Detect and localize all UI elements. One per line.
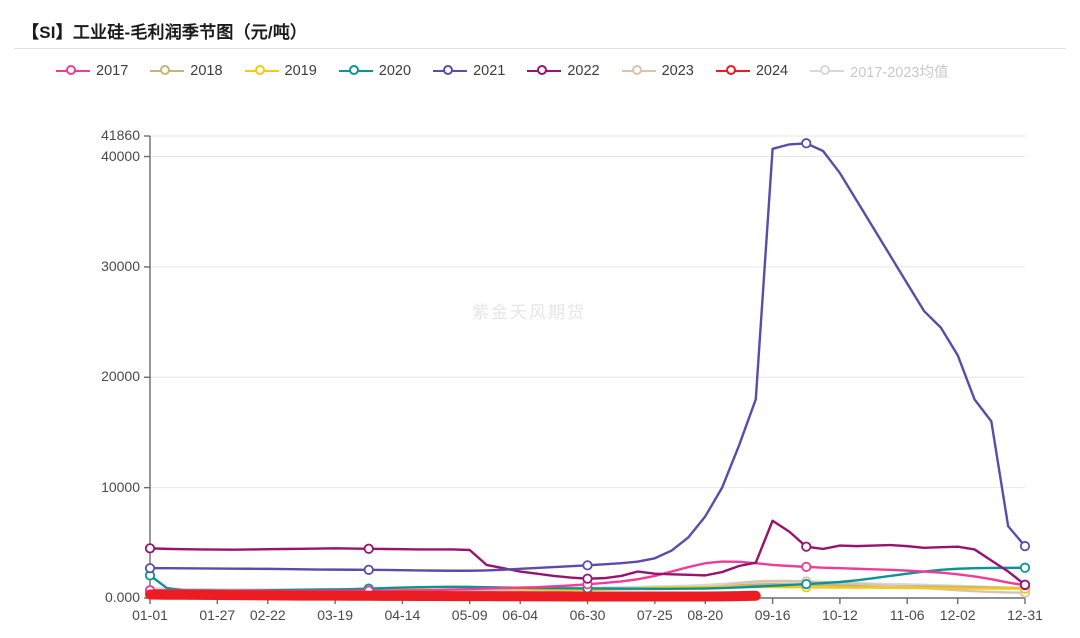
series-line-2018: [148, 583, 1027, 594]
y-axis-label: 41860: [101, 127, 140, 143]
series-line-2019: [148, 585, 1027, 595]
x-axis-label: 11-06: [889, 607, 925, 623]
x-axis-label: 02-22: [249, 607, 286, 623]
legend-item-2018[interactable]: 2018: [150, 63, 223, 79]
x-axis-label: 10-12: [821, 607, 858, 623]
chart-legend: 2017 2018 2019 2020 2021 2022 2023 2024 2017-202…: [56, 58, 948, 84]
title-divider: [14, 48, 1066, 49]
series-marker-2021: [363, 564, 374, 575]
legend-marker-icon: [244, 64, 279, 78]
series-marker-2017: [144, 585, 156, 596]
series-marker-2020: [144, 570, 156, 581]
x-axis-label: 07-25: [636, 607, 673, 623]
legend-item-2024[interactable]: 2024: [715, 63, 789, 79]
series-marker-2020: [801, 578, 812, 590]
legend-item-2022[interactable]: 2022: [527, 63, 600, 79]
series-marker-2022: [144, 543, 156, 554]
x-axis-label: 04-14: [384, 607, 421, 623]
series-line-2022: [148, 519, 1027, 586]
series-marker-2023: [363, 587, 374, 599]
series-line-2017: [148, 560, 1027, 593]
series-marker-2022: [363, 543, 374, 554]
series-marker-2018: [1019, 582, 1031, 594]
series-marker-2019: [582, 584, 593, 595]
legend-item-2017-2023均值[interactable]: 2017-2023均值: [810, 61, 948, 82]
y-axis-label: 30000: [101, 257, 140, 274]
series-marker-2018: [582, 584, 593, 596]
series-marker-2017: [582, 579, 593, 590]
series-marker-2023: [144, 587, 156, 598]
legend-item-2021[interactable]: 2021: [433, 63, 505, 79]
legend-item-2019[interactable]: 2019: [244, 63, 317, 79]
legend-label: 2017: [96, 63, 129, 79]
legend-marker-icon: [810, 64, 845, 78]
y-axis-label: 0.000: [104, 589, 140, 605]
series-marker-2020: [1019, 562, 1031, 573]
legend-marker-icon: [527, 64, 562, 78]
series-marker-2022: [582, 573, 593, 584]
series-marker-2022: [1019, 579, 1031, 590]
series-marker-2023: [1019, 587, 1031, 598]
series-line-2021: [148, 142, 1027, 572]
series-marker-2019: [363, 586, 374, 597]
series-marker-2020: [582, 583, 593, 594]
x-axis-label: 01-01: [132, 607, 168, 623]
series-marker-2020: [363, 583, 374, 594]
series-marker-2018: [801, 579, 812, 590]
series-marker-2023: [801, 576, 812, 587]
series-marker-2019: [801, 582, 812, 593]
legend-label: 2020: [378, 63, 412, 79]
legend-marker-icon: [715, 64, 750, 78]
series-marker-2022: [801, 541, 812, 552]
legend-label: 2023: [661, 63, 694, 79]
legend-label: 2022: [567, 63, 600, 79]
x-axis-label: 08-20: [687, 607, 724, 623]
x-axis-label: 06-04: [502, 607, 539, 623]
legend-label: 2021: [473, 63, 506, 79]
series-marker-2018: [144, 586, 156, 597]
series-marker-2019: [144, 587, 156, 599]
series-line-2020: [148, 566, 1027, 592]
series-line-2024: [145, 589, 761, 602]
x-axis-label: 01-27: [199, 607, 236, 623]
series-marker-2017: [1019, 580, 1031, 591]
x-axis-label: 05-09: [451, 607, 488, 623]
series-line-2023: [148, 579, 1027, 595]
legend-label: 2024: [755, 63, 789, 79]
x-axis-label: 12-31: [1007, 607, 1043, 623]
legend-marker-icon: [150, 64, 185, 78]
series-marker-2023: [582, 584, 593, 595]
series-line-2017-2023均值: [148, 580, 1027, 591]
x-axis-label: 12-02: [939, 607, 976, 623]
x-axis-label: 03-19: [317, 607, 353, 623]
legend-marker-icon: [338, 64, 373, 78]
legend-item-2020[interactable]: 2020: [338, 63, 412, 79]
x-axis-label: 06-30: [569, 607, 606, 623]
legend-marker-icon: [56, 64, 90, 78]
legend-label: 2019: [284, 63, 317, 79]
legend-label: 2017-2023均值: [850, 64, 949, 81]
series-marker-2021: [582, 560, 593, 571]
legend-label: 2018: [190, 63, 223, 79]
series-marker-2021: [801, 138, 812, 149]
y-axis-label: 40000: [101, 147, 140, 164]
page-title: 【SI】工业硅-毛利润季节图（元/吨）: [22, 23, 308, 42]
series-marker-2018: [363, 587, 374, 598]
watermark: 紫金天风期货: [472, 303, 586, 322]
series-marker-2021: [144, 563, 156, 574]
series-marker-2019: [1019, 583, 1031, 594]
legend-item-2017[interactable]: 2017: [56, 63, 128, 79]
y-axis-label: 20000: [101, 368, 140, 385]
legend-item-2023[interactable]: 2023: [621, 63, 694, 79]
y-axis-label: 10000: [101, 478, 140, 495]
series-marker-2017: [363, 585, 374, 596]
legend-marker-icon: [621, 64, 656, 78]
series-marker-2017: [801, 561, 812, 572]
x-axis-label: 09-16: [754, 607, 791, 623]
legend-marker-icon: [433, 64, 468, 78]
series-marker-2021: [1019, 541, 1031, 552]
